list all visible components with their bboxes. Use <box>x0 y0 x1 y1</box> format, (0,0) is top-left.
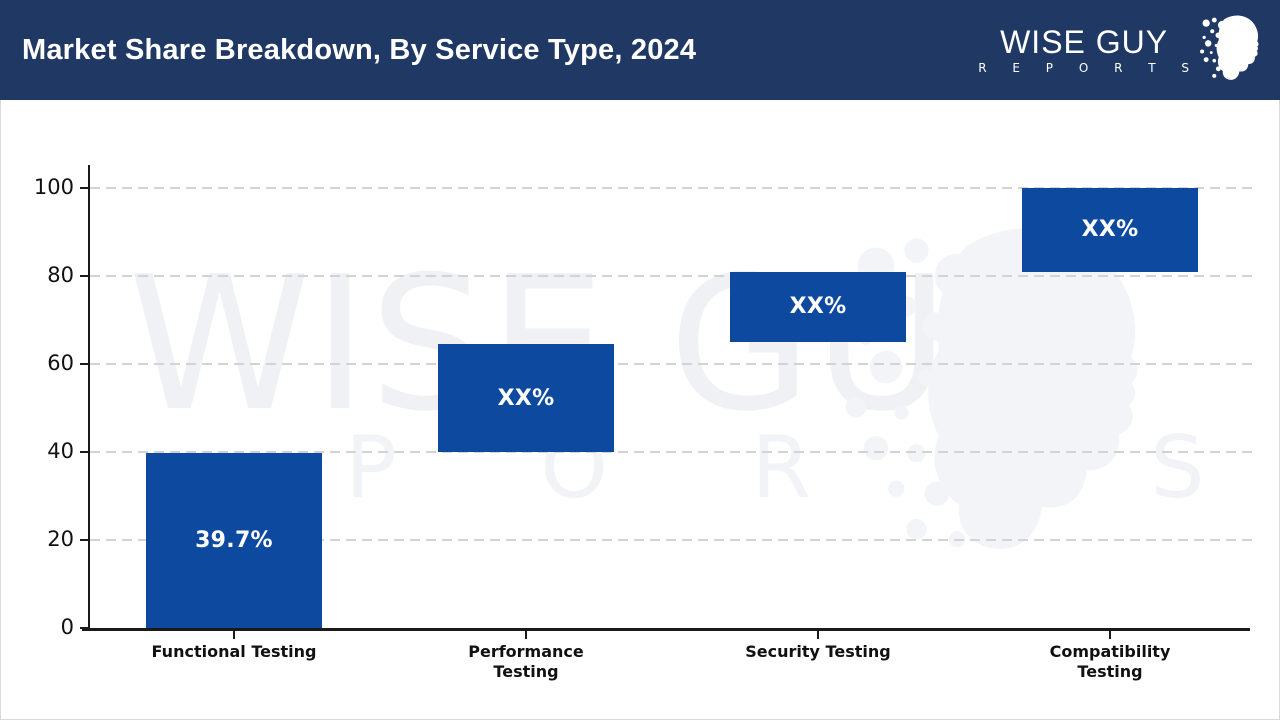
y-tick-label: 80 <box>47 263 74 287</box>
brand-wordmark: WISE GUY <box>1000 23 1169 60</box>
x-tick-label-line: Functional Testing <box>151 642 317 661</box>
x-tick-label-line: Security Testing <box>745 642 891 661</box>
x-tick-mark <box>817 631 819 639</box>
bar: XX% <box>730 271 906 342</box>
x-axis-line <box>82 628 1250 631</box>
x-tick-mark <box>525 631 527 639</box>
y-tick-label: 60 <box>47 351 74 375</box>
x-tick-label-line: Performance <box>468 642 584 661</box>
gridline <box>90 275 1258 277</box>
gridline <box>90 363 1258 365</box>
bar-value-label: 39.7% <box>195 528 273 554</box>
bar: XX% <box>1022 188 1198 272</box>
gridline <box>90 451 1258 453</box>
bar: XX% <box>438 344 614 452</box>
bar-value-label: XX% <box>497 385 555 411</box>
x-tick-label-line: Compatibility <box>1049 642 1171 661</box>
x-tick-label: Functional Testing <box>124 642 344 662</box>
y-axis-line <box>88 165 90 630</box>
y-tick-mark <box>80 275 88 277</box>
gridline <box>90 187 1258 189</box>
y-tick-label: 20 <box>47 527 74 551</box>
x-tick-label-line: Testing <box>1077 662 1143 681</box>
x-tick-label: Compatibility Testing <box>1000 642 1220 682</box>
y-tick-label: 100 <box>33 175 74 199</box>
brand-logo: WISE GUY R E P O R T S <box>968 8 1280 92</box>
bar-value-label: XX% <box>1081 217 1139 243</box>
x-tick-mark <box>233 631 235 639</box>
brand-wordmark-block: WISE GUY R E P O R T S <box>968 26 1200 75</box>
brand-reports-label: R E P O R T S <box>978 60 1200 75</box>
chart: 0 20 40 60 80 100 39.7% Functional Testing XX% Pe… <box>0 100 1280 720</box>
bar: 39.7% <box>146 453 322 628</box>
y-tick-mark <box>80 539 88 541</box>
brand-head-icon <box>1200 15 1259 80</box>
y-tick-mark <box>80 363 88 365</box>
y-tick-mark <box>80 187 88 189</box>
page-header: Market Share Breakdown, By Service Type,… <box>0 0 1280 100</box>
x-tick-label: Performance Testing <box>416 642 636 682</box>
y-tick-mark <box>80 451 88 453</box>
bar-value-label: XX% <box>789 294 847 320</box>
x-tick-label-line: Testing <box>493 662 559 681</box>
gridline <box>90 539 1258 541</box>
x-tick-label: Security Testing <box>708 642 928 662</box>
y-tick-label: 0 <box>60 615 74 639</box>
y-tick-label: 40 <box>47 439 74 463</box>
page-title: Market Share Breakdown, By Service Type,… <box>22 33 697 66</box>
x-tick-mark <box>1109 631 1111 639</box>
